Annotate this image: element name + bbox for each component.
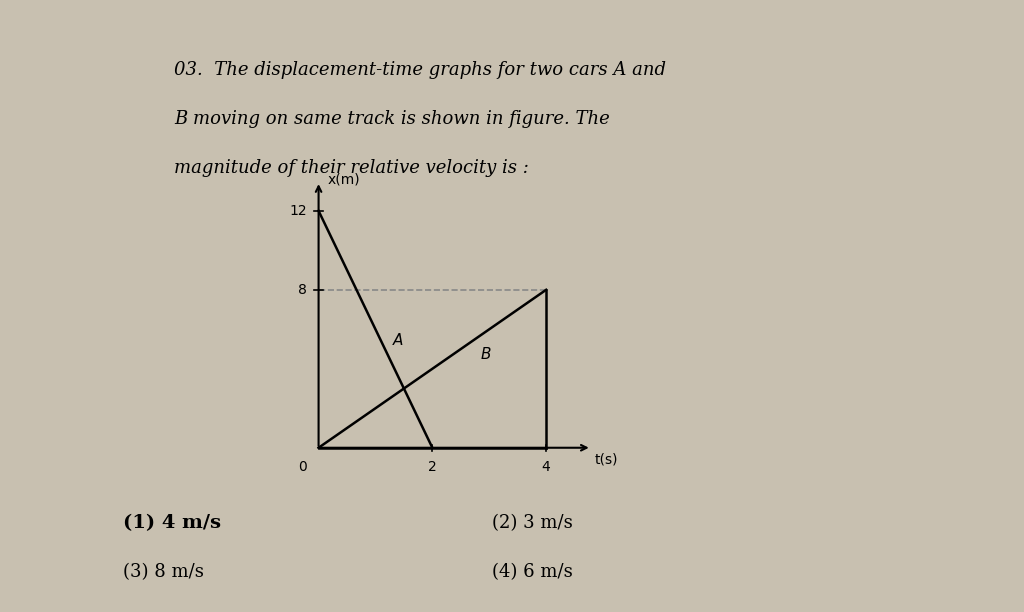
Text: magnitude of their relative velocity is :: magnitude of their relative velocity is … [174, 159, 529, 177]
Text: t(s): t(s) [595, 453, 618, 466]
Text: 8: 8 [298, 283, 307, 297]
Text: A: A [392, 333, 402, 348]
Text: 4: 4 [542, 460, 551, 474]
Text: (3) 8 m/s: (3) 8 m/s [123, 563, 204, 581]
Text: B: B [480, 347, 492, 362]
Text: 03.  The displacement-time graphs for two cars A and: 03. The displacement-time graphs for two… [174, 61, 666, 79]
Text: B moving on same track is shown in figure. The: B moving on same track is shown in figur… [174, 110, 610, 128]
Text: (2) 3 m/s: (2) 3 m/s [492, 514, 572, 532]
Text: x(m): x(m) [327, 172, 359, 186]
Text: (4) 6 m/s: (4) 6 m/s [492, 563, 572, 581]
Text: 0: 0 [298, 460, 307, 474]
Text: 12: 12 [290, 204, 307, 218]
Text: (1) 4 m/s: (1) 4 m/s [123, 514, 221, 532]
Text: 2: 2 [428, 460, 436, 474]
